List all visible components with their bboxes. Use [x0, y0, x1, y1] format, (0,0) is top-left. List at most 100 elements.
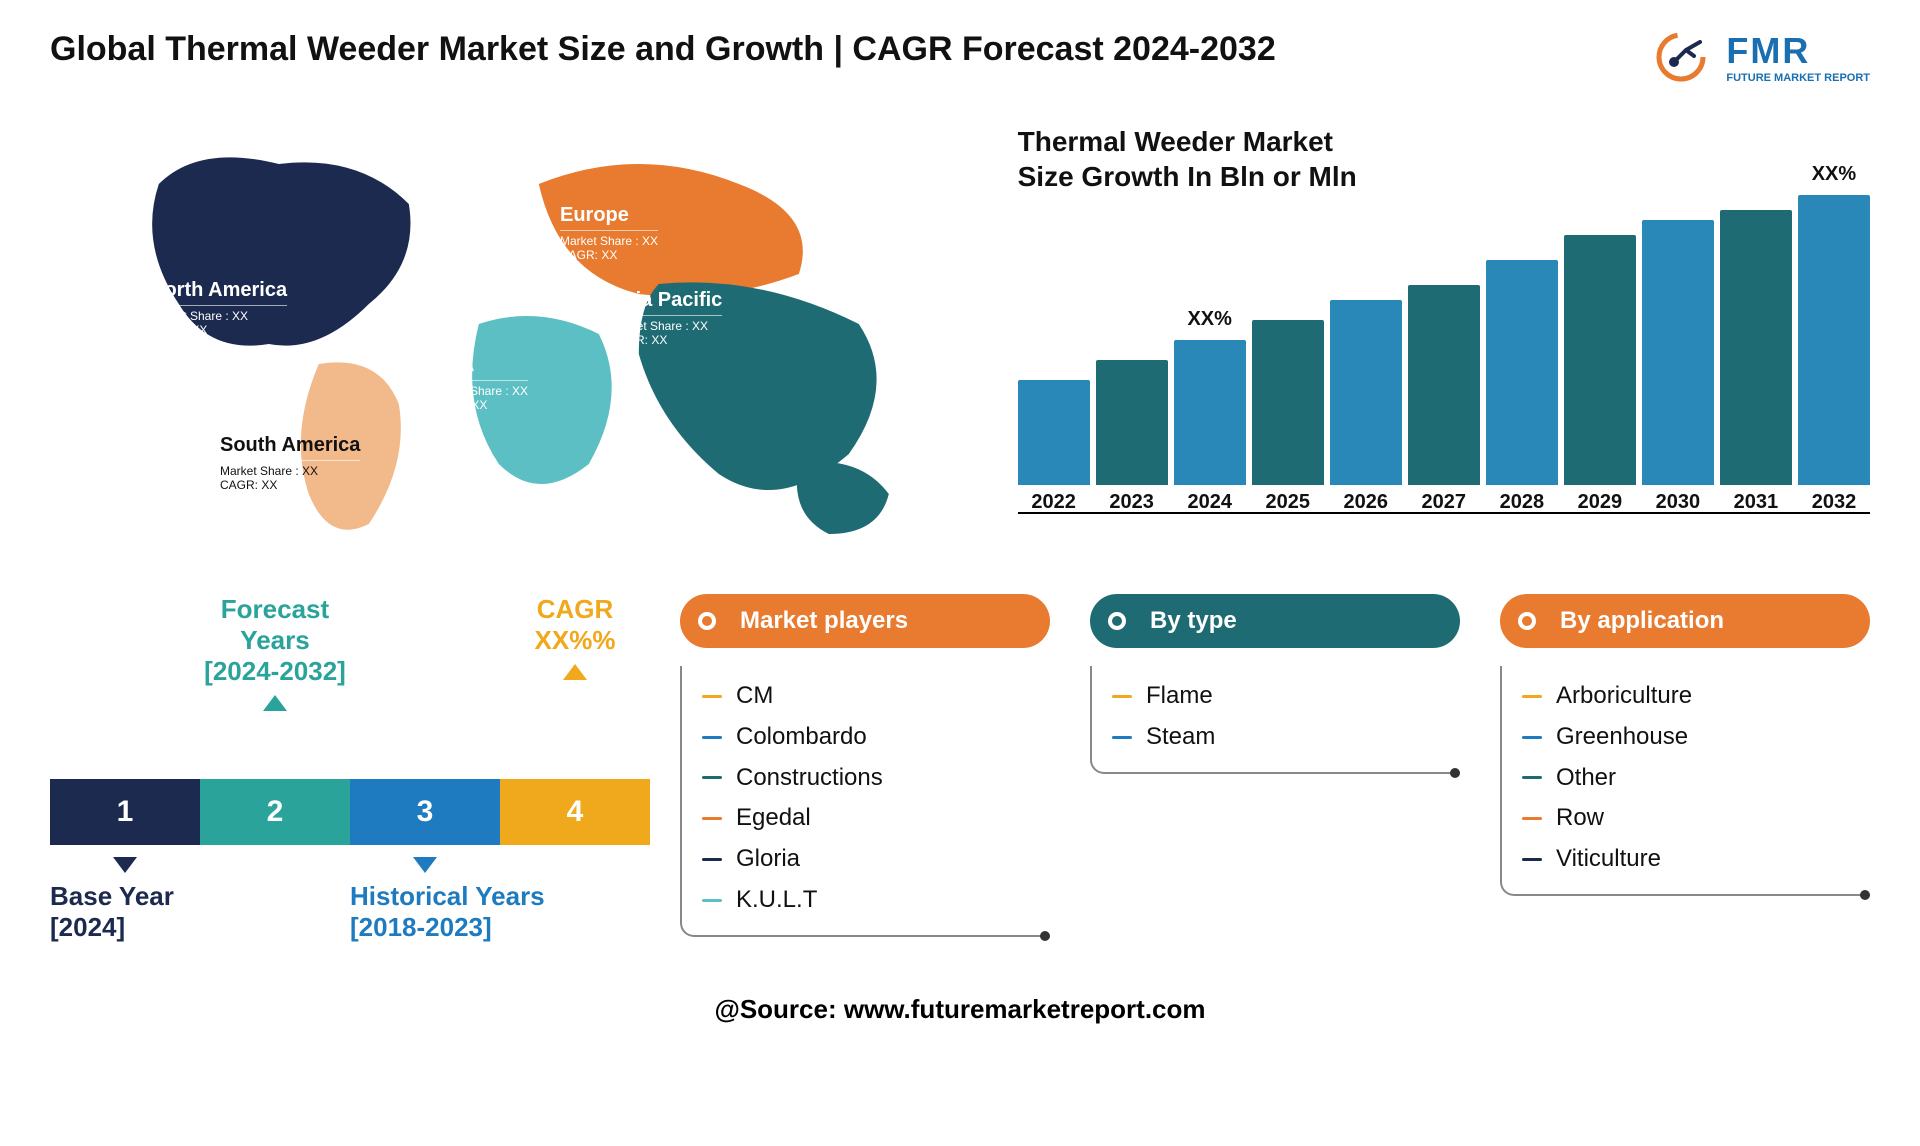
cagr-value: XX%%	[500, 625, 650, 656]
logo-icon	[1656, 32, 1716, 82]
tick-icon	[702, 695, 722, 698]
bar-label: 2022	[1031, 491, 1076, 514]
cat-list: ArboricultureGreenhouseOtherRowViticultu…	[1500, 666, 1870, 896]
base-triangle-icon	[113, 857, 137, 873]
tick-icon	[702, 776, 722, 779]
bar-topnote: XX%	[1187, 308, 1231, 331]
bar-label: 2029	[1578, 491, 1623, 514]
cat-item: Egedal	[702, 798, 1050, 839]
bar-label: 2030	[1656, 491, 1701, 514]
tick-icon	[1112, 736, 1132, 739]
bar-label: 2023	[1109, 491, 1154, 514]
cat-item: Viticulture	[1522, 839, 1870, 880]
tick-icon	[1522, 817, 1542, 820]
header: Global Thermal Weeder Market Size and Gr…	[50, 30, 1870, 84]
bar	[1798, 195, 1870, 485]
cat-item: Steam	[1112, 717, 1460, 758]
cat-item: Constructions	[702, 758, 1050, 799]
bar-col: 2025	[1252, 320, 1324, 514]
timeline-seg: 3	[350, 779, 500, 845]
tick-icon	[1112, 695, 1132, 698]
map-region-label: North AmericaMarket Share : XXCAGR: XX	[150, 279, 287, 337]
bar-col: 2029	[1564, 235, 1636, 514]
bar	[1486, 260, 1558, 485]
bar	[1720, 210, 1792, 485]
tick-icon	[1522, 858, 1542, 861]
bar-col: 2030	[1642, 220, 1714, 514]
cat-item: Arboriculture	[1522, 676, 1870, 717]
map-region-label: MEAMarket Share : XXCAGR: XX	[430, 354, 528, 412]
timeline-seg: 1	[50, 779, 200, 845]
logo-sub-text: FUTURE MARKET REPORT	[1726, 72, 1870, 84]
bar	[1330, 300, 1402, 485]
dot-icon	[698, 612, 716, 630]
forecast-range: [2024-2032]	[200, 656, 350, 687]
dot-icon	[1518, 612, 1536, 630]
bar-label: 2026	[1344, 491, 1389, 514]
cat-item: Other	[1522, 758, 1870, 799]
category-col: Market players CMColombardoConstructionsE…	[680, 594, 1050, 954]
category-pill: By application	[1500, 594, 1870, 648]
map-region-label: South AmericaMarket Share : XXCAGR: XX	[220, 434, 360, 492]
logo-main-text: FMR	[1726, 30, 1870, 72]
category-col: By application ArboricultureGreenhouseOth…	[1500, 594, 1870, 954]
logo: FMR FUTURE MARKET REPORT	[1656, 30, 1870, 84]
hist-triangle-icon	[413, 857, 437, 873]
bar-label: 2025	[1265, 491, 1310, 514]
bar-col: 2031	[1720, 210, 1792, 514]
bar-col: 2022	[1018, 380, 1090, 514]
cat-item: Gloria	[702, 839, 1050, 880]
bar	[1564, 235, 1636, 485]
cat-item: Greenhouse	[1522, 717, 1870, 758]
bar	[1174, 340, 1246, 485]
tick-icon	[702, 736, 722, 739]
page-title: Global Thermal Weeder Market Size and Gr…	[50, 30, 1276, 69]
bar	[1018, 380, 1090, 485]
category-pill: Market players	[680, 594, 1050, 648]
bar-chart: Thermal Weeder Market Size Growth In Bln…	[1018, 124, 1870, 554]
tick-icon	[702, 899, 722, 902]
tick-icon	[1522, 736, 1542, 739]
timeline-bar: 1234	[50, 779, 650, 845]
base-label: Base Year	[50, 881, 200, 912]
hist-label: Historical Years	[350, 881, 560, 912]
source-text: @Source: www.futuremarketreport.com	[50, 994, 1870, 1025]
bar-col: XX%2032	[1798, 195, 1870, 514]
tick-icon	[1522, 695, 1542, 698]
bar	[1408, 285, 1480, 485]
cat-item: Flame	[1112, 676, 1460, 717]
timeline: Forecast Years [2024-2032] CAGR XX%% 123…	[50, 594, 650, 954]
map-region-label: Asia PacificMarket Share : XXCAGR: XX	[610, 289, 722, 347]
bars-wrap: 20222023XX%20242025202620272028202920302…	[1018, 224, 1870, 514]
category-pill: By type	[1090, 594, 1460, 648]
map-region-label: EuropeMarket Share : XXCAGR: XX	[560, 204, 658, 262]
cat-item: Colombardo	[702, 717, 1050, 758]
cagr-label: CAGR	[500, 594, 650, 625]
world-map: North AmericaMarket Share : XXCAGR: XX So…	[50, 124, 988, 554]
tick-icon	[702, 858, 722, 861]
category-col: By type FlameSteam	[1090, 594, 1460, 954]
tick-icon	[1522, 776, 1542, 779]
tick-icon	[702, 817, 722, 820]
forecast-triangle-icon	[263, 695, 287, 711]
cat-item: Row	[1522, 798, 1870, 839]
forecast-label: Forecast Years	[200, 594, 350, 656]
cagr-triangle-icon	[563, 664, 587, 680]
cat-item: CM	[702, 676, 1050, 717]
bar-topnote: XX%	[1812, 163, 1856, 186]
bar-label: 2032	[1812, 491, 1857, 514]
bar-col: 2026	[1330, 300, 1402, 514]
bar-label: 2027	[1422, 491, 1467, 514]
bar	[1096, 360, 1168, 485]
bar-col: XX%2024	[1174, 340, 1246, 514]
bar-col: 2028	[1486, 260, 1558, 514]
map-svg	[50, 124, 988, 554]
cat-list: CMColombardoConstructionsEgedalGloriaK.U…	[680, 666, 1050, 937]
hist-range: [2018-2023]	[350, 912, 560, 943]
bar-label: 2031	[1734, 491, 1779, 514]
bar	[1252, 320, 1324, 485]
chart-title: Thermal Weeder Market Size Growth In Bln…	[1018, 124, 1378, 194]
bar	[1642, 220, 1714, 485]
bar-label: 2024	[1187, 491, 1232, 514]
bar-col: 2027	[1408, 285, 1480, 514]
